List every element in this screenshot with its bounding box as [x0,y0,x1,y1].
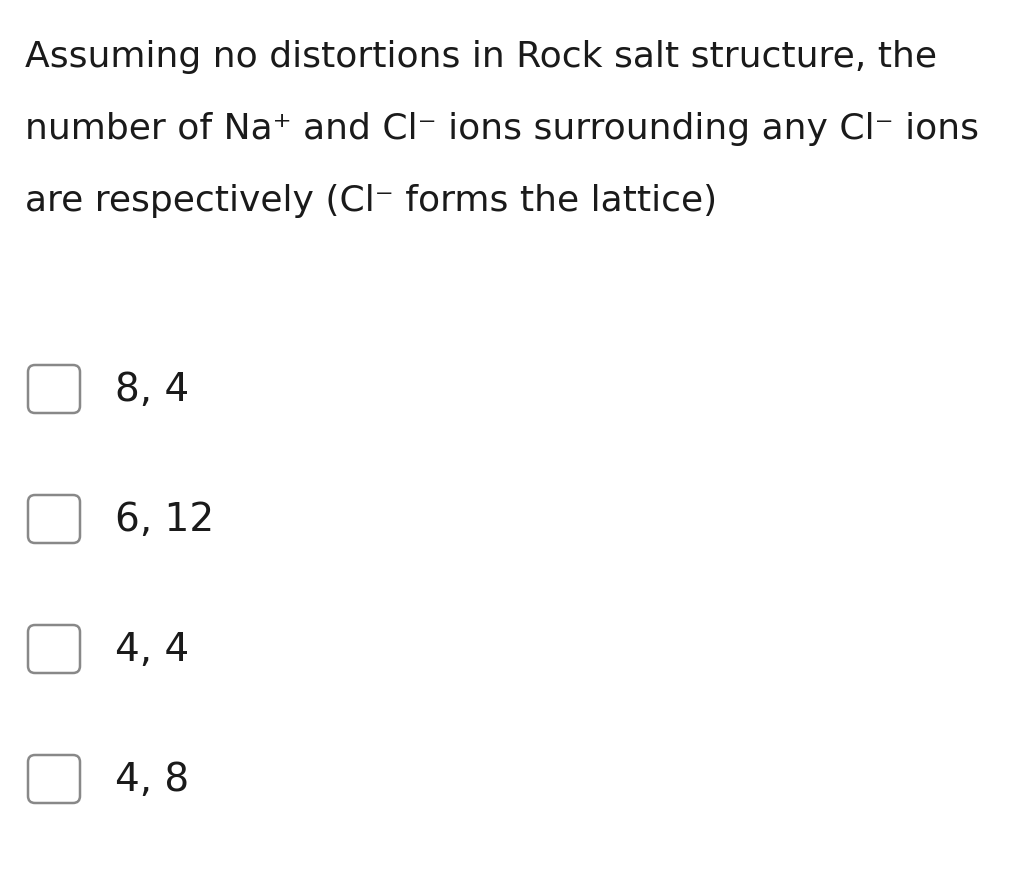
Text: number of Na⁺ and Cl⁻ ions surrounding any Cl⁻ ions: number of Na⁺ and Cl⁻ ions surrounding a… [25,112,979,146]
Text: 4, 4: 4, 4 [115,630,189,668]
FancyBboxPatch shape [28,495,80,543]
FancyBboxPatch shape [28,365,80,414]
Text: are respectively (Cl⁻ forms the lattice): are respectively (Cl⁻ forms the lattice) [25,184,717,218]
FancyBboxPatch shape [28,755,80,803]
Text: 4, 8: 4, 8 [115,760,189,798]
FancyBboxPatch shape [28,625,80,673]
Text: Assuming no distortions in Rock salt structure, the: Assuming no distortions in Rock salt str… [25,40,937,74]
Text: 8, 4: 8, 4 [115,371,189,408]
Text: 6, 12: 6, 12 [115,500,214,538]
